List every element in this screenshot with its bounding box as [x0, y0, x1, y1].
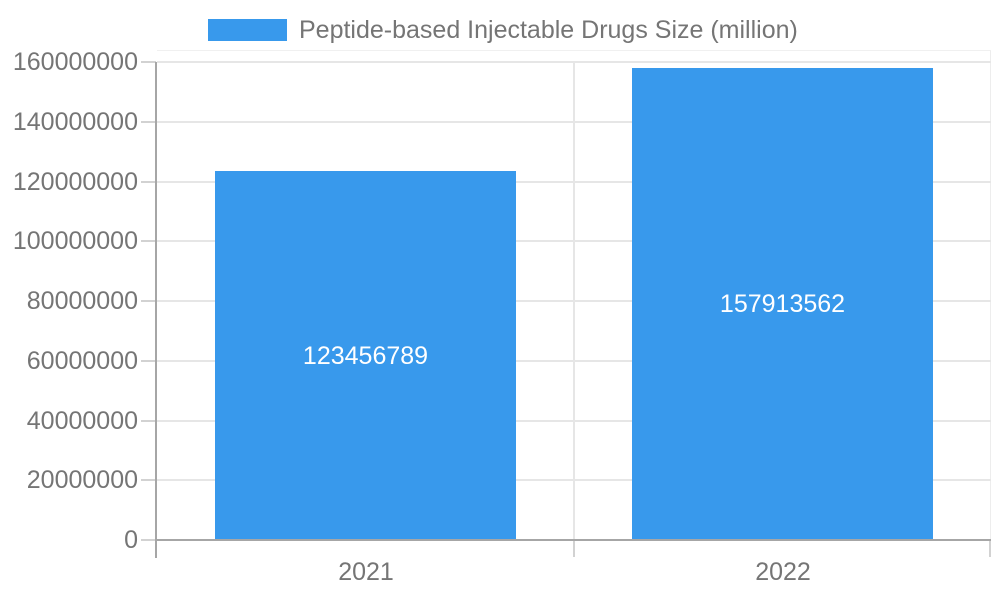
plot-area — [157, 50, 991, 541]
y-axis-label: 120000000 — [12, 167, 138, 196]
y-tick — [141, 419, 156, 422]
y-tick — [141, 300, 156, 302]
x-axis-baseline — [155, 539, 991, 541]
x-axis-label: 2022 — [755, 558, 811, 586]
category-divider-gridline — [573, 62, 575, 540]
y-axis-label: 100000000 — [12, 227, 138, 256]
y-tick — [141, 240, 156, 243]
y-axis-label: 140000000 — [12, 107, 138, 136]
y-axis-label: 160000000 — [12, 48, 138, 76]
y-axis-label: 40000000 — [26, 406, 138, 435]
y-axis-label: 20000000 — [26, 466, 138, 495]
y-axis-line — [155, 62, 157, 558]
y-tick — [141, 359, 156, 362]
x-axis-label: 2021 — [338, 558, 394, 586]
bar[interactable] — [215, 171, 516, 539]
legend-item[interactable]: Peptide-based Injectable Drugs Size (mil… — [208, 16, 798, 44]
bar[interactable] — [632, 68, 933, 539]
y-axis-label: 0 — [124, 526, 138, 554]
y-axis-label: 60000000 — [26, 346, 138, 375]
bar-value-label: 123456789 — [302, 342, 429, 370]
legend-swatch — [208, 19, 287, 41]
y-axis-label: 80000000 — [26, 287, 138, 315]
y-tick — [141, 539, 156, 541]
x-tick — [989, 540, 991, 557]
y-tick — [141, 180, 156, 183]
y-tick — [141, 61, 156, 63]
bar-value-label: 157913562 — [719, 290, 846, 318]
x-tick — [573, 540, 575, 557]
y-tick — [141, 479, 156, 482]
y-tick — [141, 120, 156, 123]
legend-label: Peptide-based Injectable Drugs Size (mil… — [299, 16, 798, 44]
